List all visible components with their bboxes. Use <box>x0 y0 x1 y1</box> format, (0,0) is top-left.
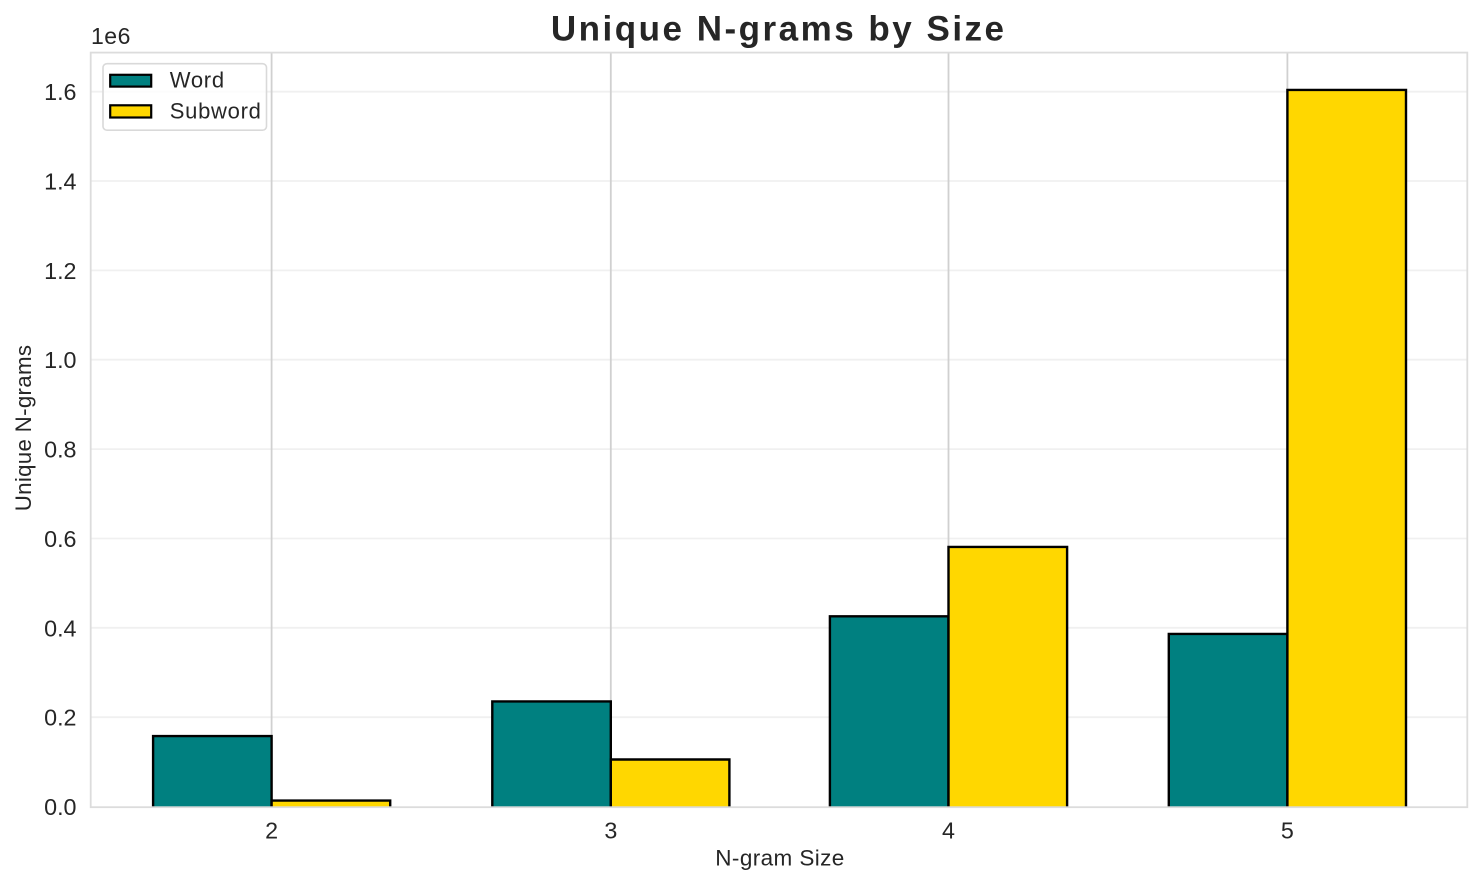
svg-text:Unique N-grams by Size: Unique N-grams by Size <box>551 9 1007 48</box>
svg-text:1.4: 1.4 <box>44 169 76 195</box>
svg-text:0.6: 0.6 <box>44 526 76 552</box>
svg-text:0.4: 0.4 <box>44 615 76 641</box>
svg-text:1e6: 1e6 <box>91 23 131 49</box>
svg-text:0.0: 0.0 <box>44 794 76 820</box>
svg-text:3: 3 <box>604 818 617 844</box>
svg-text:N-gram Size: N-gram Size <box>715 846 844 871</box>
svg-text:1.0: 1.0 <box>44 347 76 373</box>
svg-text:0.2: 0.2 <box>44 705 76 731</box>
svg-text:2: 2 <box>265 818 278 844</box>
svg-text:Subword: Subword <box>170 99 262 124</box>
svg-text:0.8: 0.8 <box>44 437 76 463</box>
svg-text:Word: Word <box>170 68 225 93</box>
svg-text:1.2: 1.2 <box>44 258 76 284</box>
svg-text:1.6: 1.6 <box>44 79 76 105</box>
svg-text:4: 4 <box>942 818 955 844</box>
svg-text:5: 5 <box>1281 818 1294 844</box>
svg-text:Unique N-grams: Unique N-grams <box>11 345 36 512</box>
